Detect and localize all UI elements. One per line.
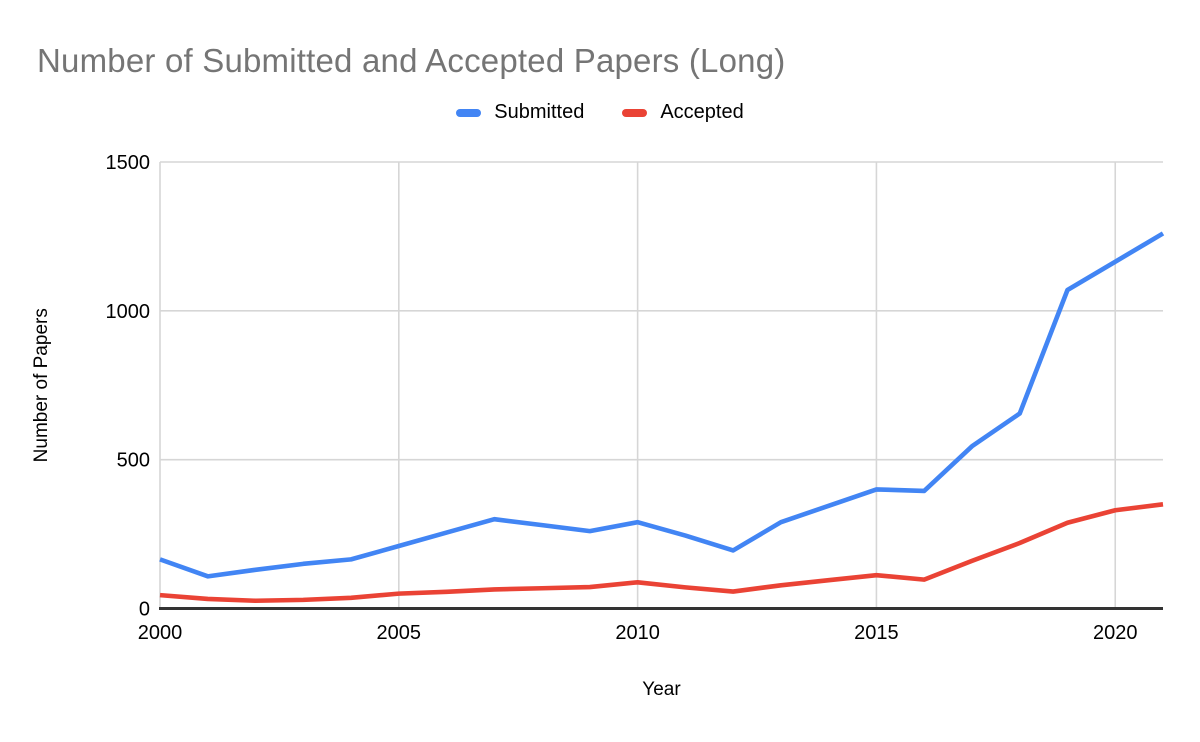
y-axis-title: Number of Papers xyxy=(31,308,52,462)
submitted-series-swatch-icon xyxy=(456,108,482,117)
legend-item-accepted[interactable]: Accepted xyxy=(622,101,744,124)
legend-label-submitted: Submitted xyxy=(494,101,585,123)
legend-label-accepted: Accepted xyxy=(660,101,744,123)
x-tick-label-2000: 2000 xyxy=(138,622,183,644)
chart-title: Number of Submitted and Accepted Papers … xyxy=(37,42,786,79)
y-tick-label-1000: 1000 xyxy=(106,301,151,323)
y-tick-label-500: 500 xyxy=(117,450,150,472)
accepted-series-swatch-icon xyxy=(622,108,648,117)
series-line-accepted xyxy=(159,502,1164,604)
x-tick-label-2010: 2010 xyxy=(615,622,660,644)
x-tick-label-2005: 2005 xyxy=(377,622,422,644)
y-tick-label-0: 0 xyxy=(139,599,150,621)
legend-item-submitted[interactable]: Submitted xyxy=(456,101,584,124)
x-tick-label-2015: 2015 xyxy=(854,622,899,644)
series-line-submitted xyxy=(159,231,1165,579)
legend: Submitted Accepted xyxy=(0,101,1200,124)
x-axis-title: Year xyxy=(642,679,681,700)
y-tick-label-1500: 1500 xyxy=(106,152,151,174)
x-tick-label-2020: 2020 xyxy=(1093,622,1138,644)
